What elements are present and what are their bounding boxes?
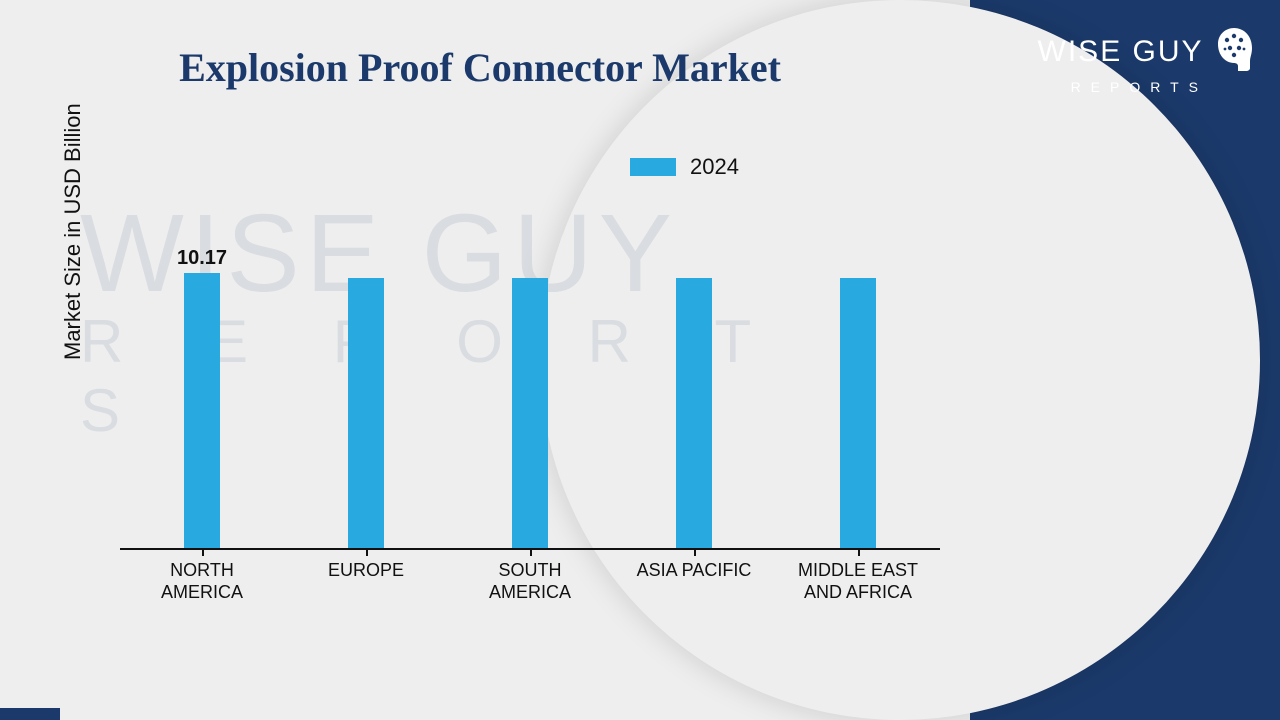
legend-swatch: [630, 158, 676, 176]
category-label: NORTH AMERICA: [132, 560, 272, 603]
bar-value-label: 10.17: [177, 247, 227, 269]
category-label: EUROPE: [296, 560, 436, 582]
canvas: WISE GUY REPORTS Ex: [0, 0, 1280, 720]
head-icon: [1214, 26, 1256, 77]
bar-column: EUROPE: [284, 252, 448, 550]
category-label: ASIA PACIFIC: [624, 560, 764, 582]
bar: [512, 278, 548, 550]
category-label: SOUTH AMERICA: [460, 560, 600, 603]
bottom-accent-bar: [0, 708, 60, 720]
y-axis-label: Market Size in USD Billion: [60, 103, 86, 360]
bar-chart: 2024 10.17NORTH AMERICAEUROPESOUTH AMERI…: [120, 150, 940, 630]
category-label: MIDDLE EAST AND AFRICA: [788, 560, 928, 603]
bar: [184, 273, 220, 550]
logo-text: WISE GUY: [1038, 35, 1204, 69]
bar: [348, 278, 384, 550]
chart-title: Explosion Proof Connector Market: [0, 44, 960, 91]
bar-column: 10.17NORTH AMERICA: [120, 247, 284, 550]
bar: [840, 278, 876, 550]
bar: [676, 278, 712, 550]
bar-column: ASIA PACIFIC: [612, 252, 776, 550]
plot-area: 10.17NORTH AMERICAEUROPESOUTH AMERICAASI…: [120, 210, 940, 550]
legend: 2024: [630, 154, 739, 180]
bar-column: SOUTH AMERICA: [448, 252, 612, 550]
right-brand-panel: WISE GUY REPORTS: [970, 0, 1280, 720]
brand-logo: WISE GUY REPORTS: [1038, 26, 1256, 95]
bar-column: MIDDLE EAST AND AFRICA: [776, 252, 940, 550]
legend-label: 2024: [690, 154, 739, 180]
logo-subtext: REPORTS: [1038, 79, 1256, 95]
